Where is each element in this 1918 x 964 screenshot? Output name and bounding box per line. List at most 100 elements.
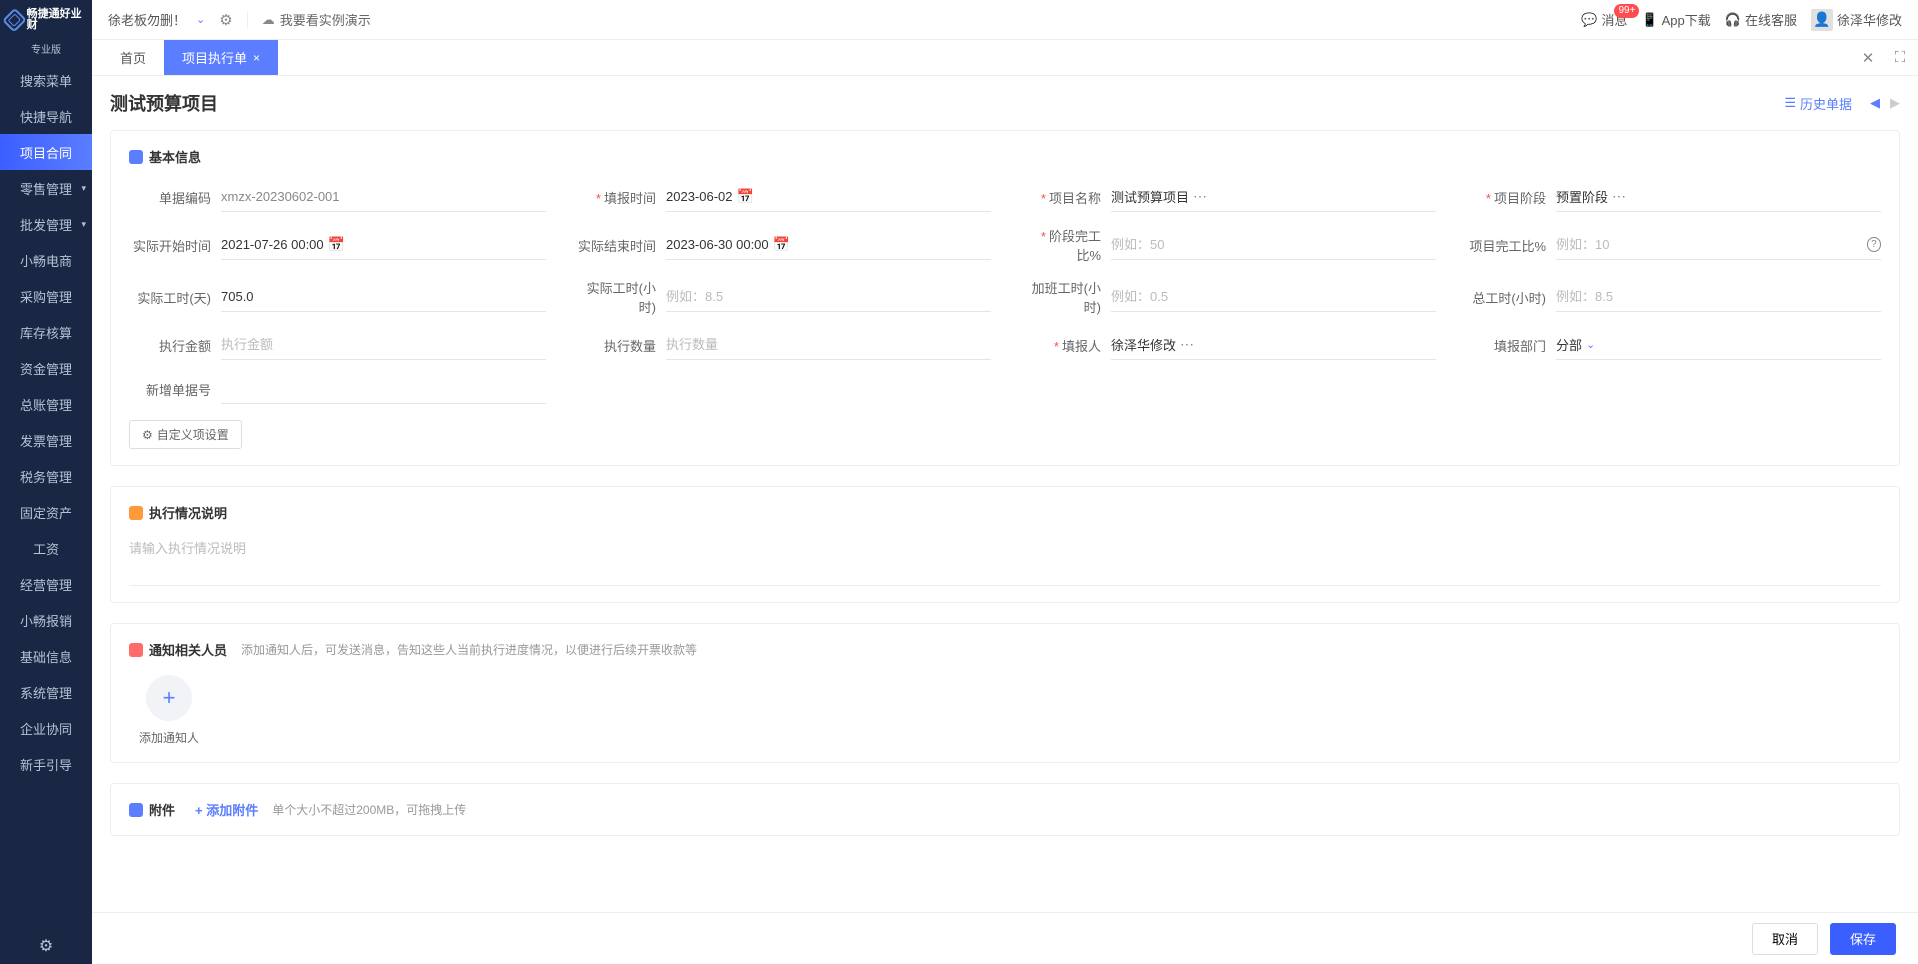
attachments-panel: 附件 + 添加附件 单个大小不超过200MB，可拖拽上传 (110, 783, 1900, 836)
nav-item-8[interactable]: 资金管理 (0, 350, 92, 386)
messages-button[interactable]: 💬 消息 99+ (1581, 10, 1627, 29)
nav-item-7[interactable]: 库存核算 (0, 314, 92, 350)
tab-label: 项目执行单 (182, 48, 247, 67)
nav-item-17[interactable]: 系统管理 (0, 674, 92, 710)
description-panel: 执行情况说明 (110, 486, 1900, 603)
nav-item-1[interactable]: 快捷导航 (0, 98, 92, 134)
label-reporter: *填报人 (1019, 336, 1111, 355)
custom-fields-button[interactable]: ⚙ 自定义项设置 (129, 420, 242, 449)
value-days: 705.0 (221, 289, 254, 304)
label-total: 总工时(小时) (1464, 288, 1556, 307)
nav-item-label: 发票管理 (20, 431, 72, 450)
nav-item-label: 小畅电商 (20, 251, 72, 270)
more-icon[interactable]: ⋯ (1193, 188, 1208, 205)
support-label: 在线客服 (1745, 10, 1797, 29)
headset-icon: 🎧 (1725, 12, 1741, 28)
input-project-stage[interactable]: 预置阶段 ⋯ (1556, 182, 1881, 212)
label-end: 实际结束时间 (574, 236, 666, 255)
support-button[interactable]: 🎧 在线客服 (1725, 10, 1797, 29)
label-hours: 实际工时(小时) (574, 278, 666, 316)
caret-icon: ▾ (81, 183, 86, 194)
user-menu[interactable]: 👤 徐泽华修改 (1811, 9, 1902, 31)
add-attachment-button[interactable]: + 添加附件 (195, 800, 258, 819)
settings-gear[interactable]: ⚙ (0, 928, 92, 964)
nav-item-label: 快捷导航 (20, 107, 72, 126)
app-download-button[interactable]: 📱 App下载 (1641, 10, 1710, 29)
tab-0[interactable]: 首页 (102, 40, 164, 75)
nav-item-label: 资金管理 (20, 359, 72, 378)
section-icon (129, 643, 143, 657)
nav-item-12[interactable]: 固定资产 (0, 494, 92, 530)
input-reporter[interactable]: 徐泽华修改 ⋯ (1111, 330, 1436, 360)
close-icon[interactable]: × (253, 51, 260, 65)
calendar-icon[interactable]: 📅 (773, 236, 790, 253)
nav-item-10[interactable]: 发票管理 (0, 422, 92, 458)
history-icon: ☰ (1784, 95, 1796, 111)
input-dept[interactable]: 分部 ⌄ (1556, 330, 1881, 360)
calendar-icon[interactable]: 📅 (328, 236, 345, 253)
save-button[interactable]: 保存 (1830, 923, 1896, 955)
org-selector[interactable]: 徐老板勿删！ ⌄ (108, 10, 205, 29)
avatar-icon: 👤 (1811, 9, 1833, 31)
label-report-time: *填报时间 (574, 188, 666, 207)
input-ot[interactable] (1111, 282, 1436, 311)
history-link[interactable]: ☰ 历史单据 (1784, 94, 1852, 113)
nav-item-11[interactable]: 税务管理 (0, 458, 92, 494)
input-hours[interactable] (666, 282, 991, 311)
nav-item-2[interactable]: 项目合同 (0, 134, 92, 170)
nav-item-15[interactable]: 小畅报销 (0, 602, 92, 638)
prev-doc-button[interactable]: ◀ (1870, 95, 1880, 111)
close-tab-button[interactable]: ✕ (1856, 46, 1880, 70)
more-icon[interactable]: ⋯ (1180, 336, 1195, 353)
nav-item-14[interactable]: 经营管理 (0, 566, 92, 602)
input-start[interactable]: 2021-07-26 00:00 📅 (221, 230, 546, 260)
nav-item-label: 固定资产 (20, 503, 72, 522)
calendar-icon[interactable]: 📅 (737, 188, 754, 205)
gear-icon: ⚙ (142, 428, 153, 442)
next-doc-button[interactable]: ▶ (1890, 95, 1900, 111)
content: 测试预算项目 ☰ 历史单据 ◀ ▶ 基本信息 (92, 76, 1918, 964)
nav-item-5[interactable]: 小畅电商 (0, 242, 92, 278)
nav-item-13[interactable]: 工资 (0, 530, 92, 566)
label-qty: 执行数量 (574, 336, 666, 355)
nav-item-label: 搜索菜单 (20, 71, 72, 90)
input-report-time[interactable]: 2023-06-02 📅 (666, 182, 991, 212)
org-settings-icon[interactable]: ⚙ (219, 11, 232, 29)
topbar: 徐老板勿删！ ⌄ ⚙ ☁ 我要看实例演示 💬 消息 99+ 📱 App下载 🎧 … (92, 0, 1918, 40)
input-proj-pct[interactable] (1556, 230, 1863, 259)
nav-item-9[interactable]: 总账管理 (0, 386, 92, 422)
nav-item-3[interactable]: 零售管理 ▾ (0, 170, 92, 206)
nav-item-6[interactable]: 采购管理 (0, 278, 92, 314)
demo-link[interactable]: ☁ 我要看实例演示 (262, 10, 371, 29)
input-end[interactable]: 2023-06-30 00:00 📅 (666, 230, 991, 260)
input-stage-pct[interactable] (1111, 230, 1436, 259)
demo-text: 我要看实例演示 (280, 10, 371, 29)
nav-item-18[interactable]: 企业协同 (0, 710, 92, 746)
input-total[interactable] (1556, 282, 1881, 311)
nav-item-label: 零售管理 (20, 179, 72, 198)
input-newcode[interactable] (221, 374, 546, 403)
nav-item-0[interactable]: 搜索菜单 (0, 62, 92, 98)
cancel-button[interactable]: 取消 (1752, 923, 1818, 955)
nav-item-16[interactable]: 基础信息 (0, 638, 92, 674)
add-person-button[interactable]: + (146, 675, 192, 721)
more-icon[interactable]: ⋯ (1612, 188, 1627, 205)
brand-name: 畅捷通好业财 (27, 9, 86, 31)
nav-item-4[interactable]: 批发管理▾ (0, 206, 92, 242)
fullscreen-button[interactable]: ⛶ (1888, 46, 1912, 70)
description-input[interactable] (129, 538, 1881, 578)
cloud-icon: ☁ (262, 12, 275, 28)
input-qty[interactable] (666, 330, 991, 359)
nav-item-label: 税务管理 (20, 467, 72, 486)
message-icon: 💬 (1581, 12, 1597, 28)
help-icon[interactable]: ? (1867, 237, 1881, 252)
input-amount[interactable] (221, 330, 546, 359)
nav-item-19[interactable]: 新手引导 (0, 746, 92, 782)
chevron-down-icon[interactable]: ⌄ (1586, 338, 1595, 351)
sidebar: 畅捷通好业财 专业版 搜索菜单快捷导航项目合同零售管理▾批发管理▾小畅电商采购管… (0, 0, 92, 964)
tab-1[interactable]: 项目执行单 × (164, 40, 278, 75)
label-days: 实际工时(天) (129, 288, 221, 307)
tab-label: 首页 (120, 48, 146, 67)
nav-item-label: 批发管理 (20, 215, 72, 234)
input-project-name[interactable]: 测试预算项目 ⋯ (1111, 182, 1436, 212)
